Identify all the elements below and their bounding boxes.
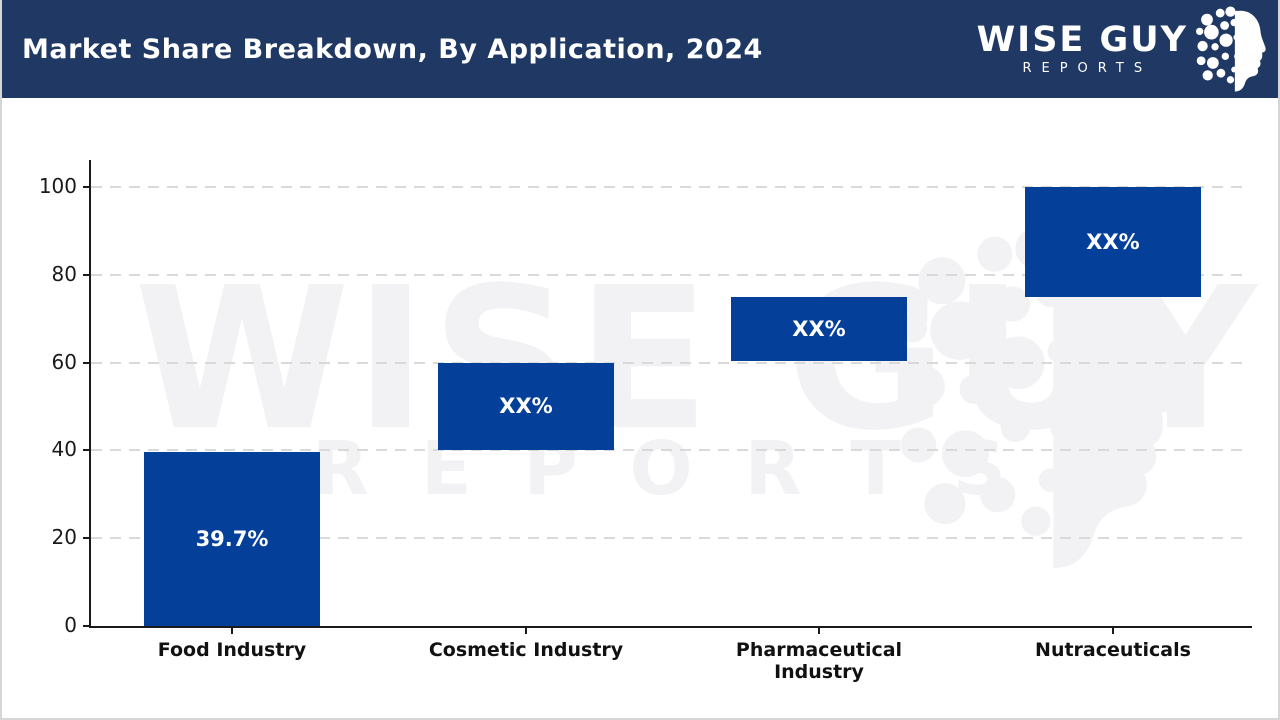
x-category-label-food-industry: Food Industry	[157, 639, 307, 661]
header: Market Share Breakdown, By Application, …	[2, 0, 1278, 98]
bar-value-label-food-industry: 39.7%	[195, 526, 269, 551]
x-category-label-nutraceuticals: Nutraceuticals	[1035, 639, 1191, 661]
y-tick-label-100: 100	[38, 174, 77, 198]
y-tick-20	[83, 537, 91, 540]
bar-value-label-nutraceuticals: XX%	[1086, 229, 1140, 254]
y-tick-label-20: 20	[51, 525, 77, 550]
y-tick-0	[83, 625, 91, 627]
gridline-y80	[91, 273, 1247, 276]
y-tick-80	[83, 273, 91, 276]
x-tick-pharmaceutical-industry	[818, 626, 820, 634]
gridline-y60	[91, 361, 1247, 364]
bar-nutraceuticals: XX%	[1025, 187, 1201, 297]
x-axis-spine	[89, 626, 1252, 628]
gridline-y100	[91, 186, 1247, 188]
x-tick-food-industry	[231, 626, 233, 634]
y-axis-spine	[89, 160, 91, 628]
gridline-y20	[91, 537, 1247, 540]
bar-value-label-cosmetic-industry: XX%	[499, 394, 553, 419]
x-category-label-cosmetic-industry: Cosmetic Industry	[428, 639, 624, 661]
bar-cosmetic-industry: XX%	[438, 362, 614, 450]
logo-face-icon	[1190, 5, 1268, 93]
wiseguy-logo: WISE GUY REPORTS	[977, 5, 1268, 93]
page-title: Market Share Breakdown, By Application, …	[22, 33, 763, 65]
y-tick-label-0: 0	[64, 613, 77, 637]
gridline-y40	[91, 449, 1247, 452]
y-tick-label-40: 40	[51, 437, 77, 462]
bar-food-industry: 39.7%	[144, 451, 320, 626]
y-tick-100	[83, 186, 91, 188]
wiseguy-logo-text: WISE GUY REPORTS	[976, 19, 1188, 76]
x-tick-nutraceuticals	[1112, 626, 1114, 634]
x-tick-cosmetic-industry	[525, 626, 527, 634]
watermark-subtitle: REPORTS	[312, 426, 1059, 512]
logo-subtitle: REPORTS	[1022, 60, 1153, 76]
y-tick-label-80: 80	[51, 261, 77, 286]
y-tick-40	[83, 449, 91, 452]
logo-wordmark: WISE GUY	[976, 19, 1188, 60]
bar-value-label-pharmaceutical-industry: XX%	[792, 316, 846, 341]
x-category-label-pharmaceutical-industry: Pharmaceutical Industry	[735, 639, 903, 683]
watermark-face-icon	[880, 222, 1180, 578]
y-tick-60	[83, 361, 91, 364]
y-tick-label-60: 60	[51, 349, 77, 374]
bar-pharmaceutical-industry: XX%	[731, 296, 907, 361]
